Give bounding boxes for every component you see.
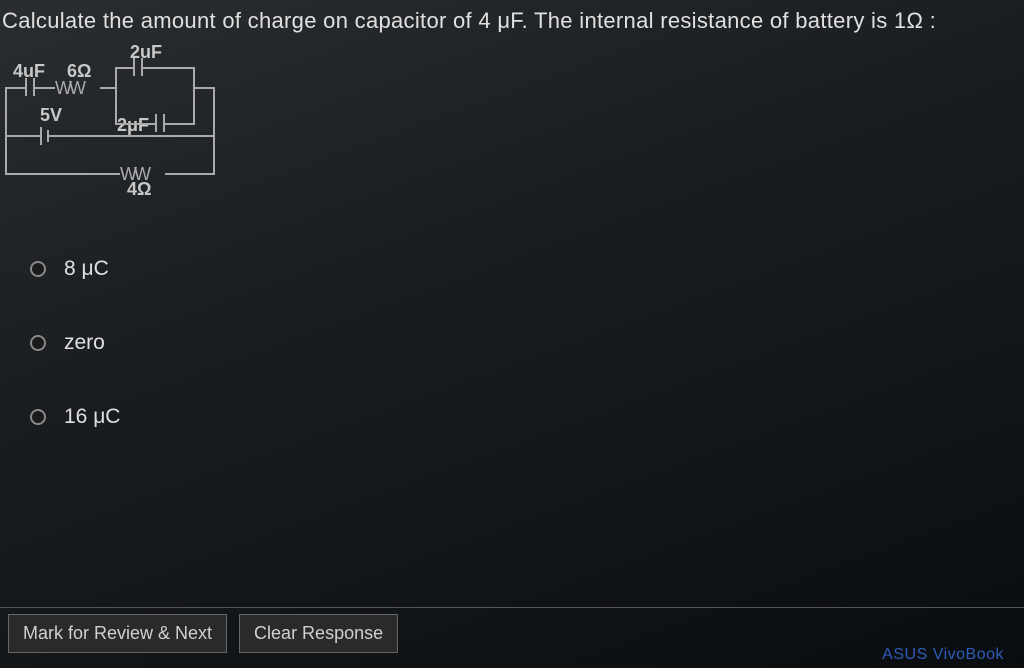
option-c[interactable]: 16 μC — [30, 405, 1024, 429]
resistor-top-symbol: WW — [55, 83, 83, 93]
clear-response-button[interactable]: Clear Response — [239, 614, 398, 653]
option-label: 16 μC — [64, 405, 120, 429]
radio-icon — [30, 261, 46, 277]
label-cap-mid: 2μF — [117, 115, 149, 136]
divider — [0, 607, 1024, 608]
option-a[interactable]: 8 μC — [30, 257, 1024, 281]
option-label: zero — [64, 331, 105, 355]
circuit-diagram: 2uF 4uF 6Ω 5V 2μF 4Ω WW WW — [5, 47, 245, 217]
resistor-bottom-symbol: WW — [120, 169, 148, 179]
option-label: 8 μC — [64, 257, 109, 281]
label-cap-left: 4uF — [13, 61, 45, 82]
watermark: ASUS VivoBook — [882, 646, 1004, 664]
bottom-bar: Mark for Review & Next Clear Response — [8, 614, 398, 653]
radio-icon — [30, 409, 46, 425]
question-text: Calculate the amount of charge on capaci… — [0, 0, 1024, 42]
mark-review-button[interactable]: Mark for Review & Next — [8, 614, 227, 653]
option-b[interactable]: zero — [30, 331, 1024, 355]
radio-icon — [30, 335, 46, 351]
label-battery: 5V — [40, 105, 62, 126]
options-list: 8 μC zero 16 μC — [30, 257, 1024, 429]
